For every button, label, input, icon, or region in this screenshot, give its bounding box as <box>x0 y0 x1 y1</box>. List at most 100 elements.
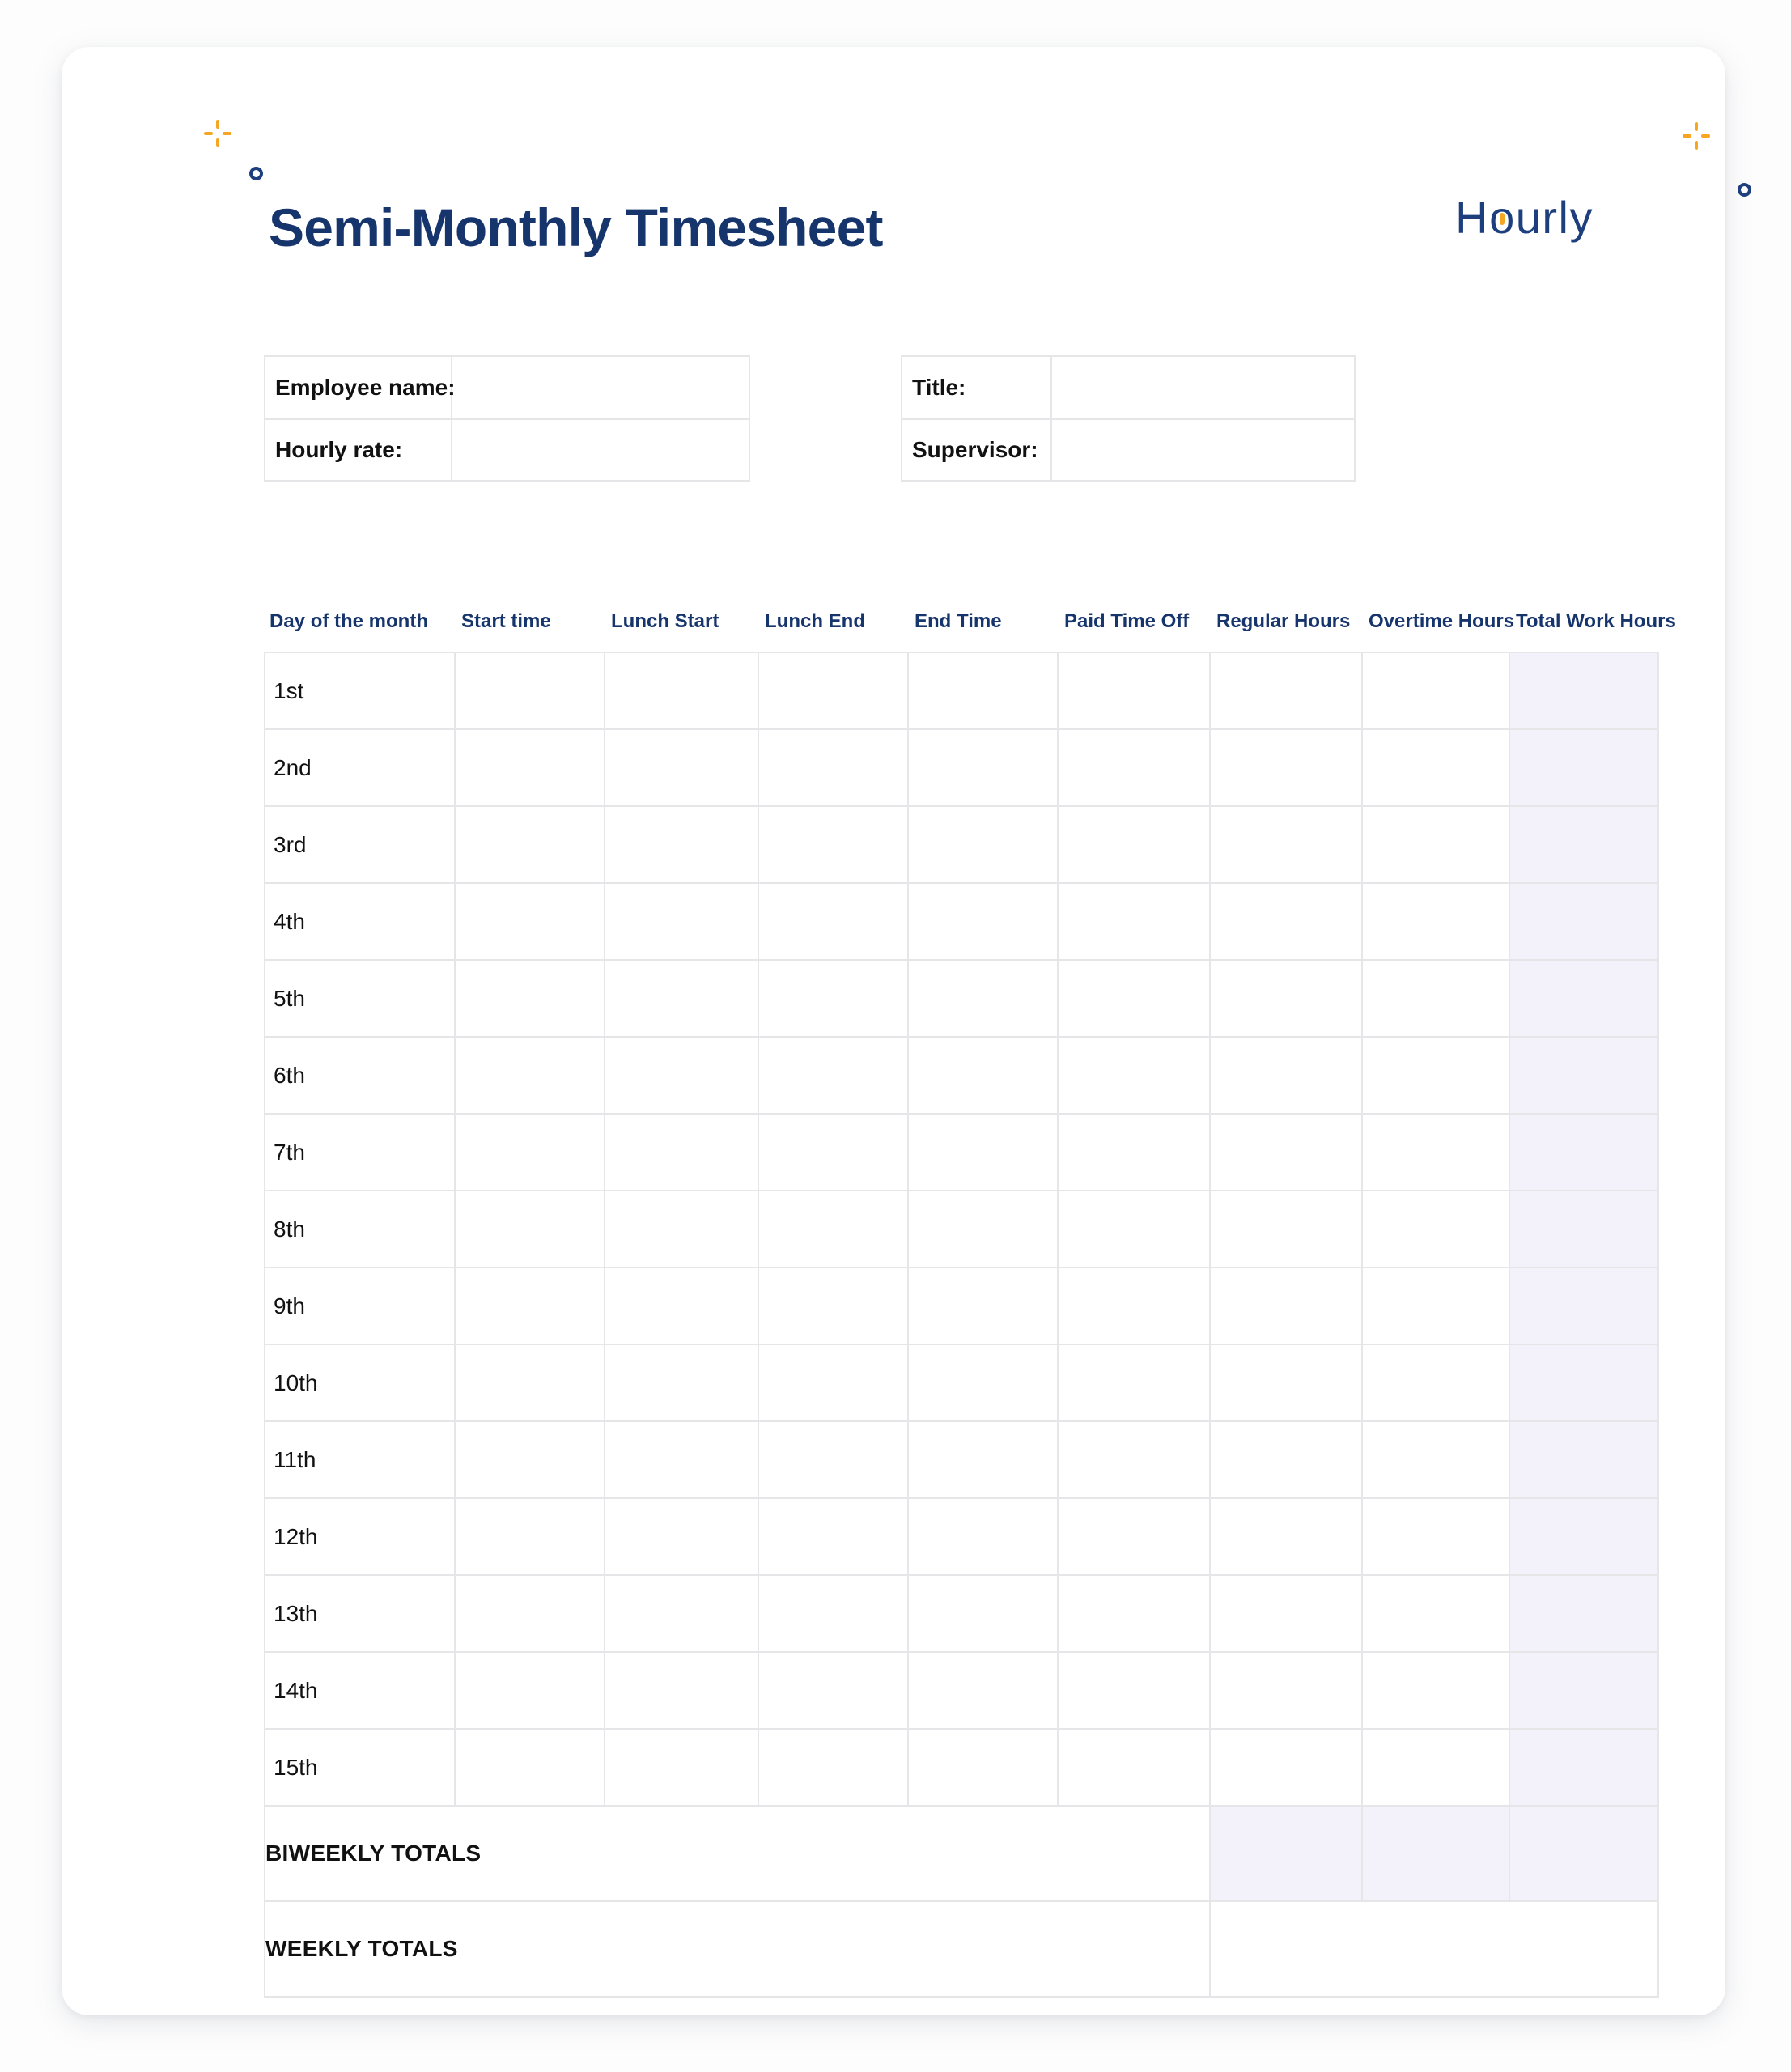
entry-cell[interactable] <box>907 882 1059 961</box>
entry-cell[interactable] <box>1361 652 1510 730</box>
entry-cell[interactable] <box>1209 959 1363 1038</box>
hourly-rate-field[interactable] <box>452 420 749 480</box>
entry-cell[interactable] <box>1361 1113 1510 1191</box>
entry-cell[interactable] <box>1057 959 1211 1038</box>
totals-value-cell[interactable] <box>1361 1805 1510 1902</box>
entry-cell[interactable] <box>1057 1728 1211 1807</box>
entry-cell[interactable] <box>1209 1113 1363 1191</box>
entry-cell[interactable] <box>907 805 1059 884</box>
entry-cell[interactable] <box>1361 1420 1510 1499</box>
entry-cell[interactable] <box>907 1267 1059 1345</box>
totals-value-cell[interactable] <box>1209 1900 1659 1998</box>
entry-cell[interactable] <box>1509 728 1659 807</box>
entry-cell[interactable] <box>1057 1190 1211 1268</box>
entry-cell[interactable] <box>907 1651 1059 1730</box>
entry-cell[interactable] <box>604 1267 759 1345</box>
entry-cell[interactable] <box>454 1344 605 1422</box>
entry-cell[interactable] <box>758 1420 909 1499</box>
entry-cell[interactable] <box>1209 1574 1363 1653</box>
entry-cell[interactable] <box>454 1036 605 1115</box>
entry-cell[interactable] <box>1057 1497 1211 1576</box>
entry-cell[interactable] <box>604 959 759 1038</box>
entry-cell[interactable] <box>1361 1344 1510 1422</box>
entry-cell[interactable] <box>1361 959 1510 1038</box>
entry-cell[interactable] <box>1361 1728 1510 1807</box>
entry-cell[interactable] <box>907 1728 1059 1807</box>
entry-cell[interactable] <box>1209 882 1363 961</box>
entry-cell[interactable] <box>758 1728 909 1807</box>
title-field[interactable] <box>1052 357 1354 418</box>
entry-cell[interactable] <box>1361 1651 1510 1730</box>
entry-cell[interactable] <box>604 1420 759 1499</box>
entry-cell[interactable] <box>1209 1036 1363 1115</box>
entry-cell[interactable] <box>454 1267 605 1345</box>
entry-cell[interactable] <box>1057 652 1211 730</box>
entry-cell[interactable] <box>1057 1113 1211 1191</box>
entry-cell[interactable] <box>907 1036 1059 1115</box>
entry-cell[interactable] <box>454 959 605 1038</box>
entry-cell[interactable] <box>604 1344 759 1422</box>
entry-cell[interactable] <box>604 652 759 730</box>
entry-cell[interactable] <box>758 1036 909 1115</box>
entry-cell[interactable] <box>1509 1267 1659 1345</box>
entry-cell[interactable] <box>1361 1497 1510 1576</box>
entry-cell[interactable] <box>758 1574 909 1653</box>
entry-cell[interactable] <box>907 1420 1059 1499</box>
entry-cell[interactable] <box>907 652 1059 730</box>
entry-cell[interactable] <box>907 1574 1059 1653</box>
entry-cell[interactable] <box>758 728 909 807</box>
totals-value-cell[interactable] <box>1209 1805 1363 1902</box>
entry-cell[interactable] <box>907 1190 1059 1268</box>
entry-cell[interactable] <box>1509 1113 1659 1191</box>
entry-cell[interactable] <box>1509 805 1659 884</box>
entry-cell[interactable] <box>454 652 605 730</box>
entry-cell[interactable] <box>454 1728 605 1807</box>
entry-cell[interactable] <box>1361 1036 1510 1115</box>
entry-cell[interactable] <box>454 1574 605 1653</box>
entry-cell[interactable] <box>758 1651 909 1730</box>
entry-cell[interactable] <box>758 1190 909 1268</box>
entry-cell[interactable] <box>1057 1574 1211 1653</box>
entry-cell[interactable] <box>1509 1728 1659 1807</box>
entry-cell[interactable] <box>1509 1574 1659 1653</box>
entry-cell[interactable] <box>604 728 759 807</box>
entry-cell[interactable] <box>758 1344 909 1422</box>
entry-cell[interactable] <box>604 1728 759 1807</box>
entry-cell[interactable] <box>758 652 909 730</box>
entry-cell[interactable] <box>1209 1190 1363 1268</box>
entry-cell[interactable] <box>454 1420 605 1499</box>
entry-cell[interactable] <box>1209 728 1363 807</box>
entry-cell[interactable] <box>454 805 605 884</box>
entry-cell[interactable] <box>1057 882 1211 961</box>
entry-cell[interactable] <box>1361 1190 1510 1268</box>
entry-cell[interactable] <box>758 1113 909 1191</box>
entry-cell[interactable] <box>1509 1036 1659 1115</box>
entry-cell[interactable] <box>1509 1497 1659 1576</box>
entry-cell[interactable] <box>454 1497 605 1576</box>
employee-name-field[interactable] <box>452 357 749 418</box>
entry-cell[interactable] <box>604 805 759 884</box>
entry-cell[interactable] <box>1509 959 1659 1038</box>
entry-cell[interactable] <box>1209 1728 1363 1807</box>
entry-cell[interactable] <box>907 1113 1059 1191</box>
entry-cell[interactable] <box>1361 728 1510 807</box>
entry-cell[interactable] <box>604 1574 759 1653</box>
entry-cell[interactable] <box>1361 805 1510 884</box>
entry-cell[interactable] <box>1057 805 1211 884</box>
entry-cell[interactable] <box>454 882 605 961</box>
entry-cell[interactable] <box>1057 1651 1211 1730</box>
entry-cell[interactable] <box>758 882 909 961</box>
entry-cell[interactable] <box>907 728 1059 807</box>
entry-cell[interactable] <box>604 1651 759 1730</box>
entry-cell[interactable] <box>758 1267 909 1345</box>
entry-cell[interactable] <box>1509 652 1659 730</box>
entry-cell[interactable] <box>604 1190 759 1268</box>
entry-cell[interactable] <box>758 805 909 884</box>
entry-cell[interactable] <box>604 882 759 961</box>
entry-cell[interactable] <box>1361 1267 1510 1345</box>
entry-cell[interactable] <box>1509 1344 1659 1422</box>
entry-cell[interactable] <box>1209 1344 1363 1422</box>
entry-cell[interactable] <box>1057 1267 1211 1345</box>
entry-cell[interactable] <box>758 959 909 1038</box>
entry-cell[interactable] <box>454 728 605 807</box>
